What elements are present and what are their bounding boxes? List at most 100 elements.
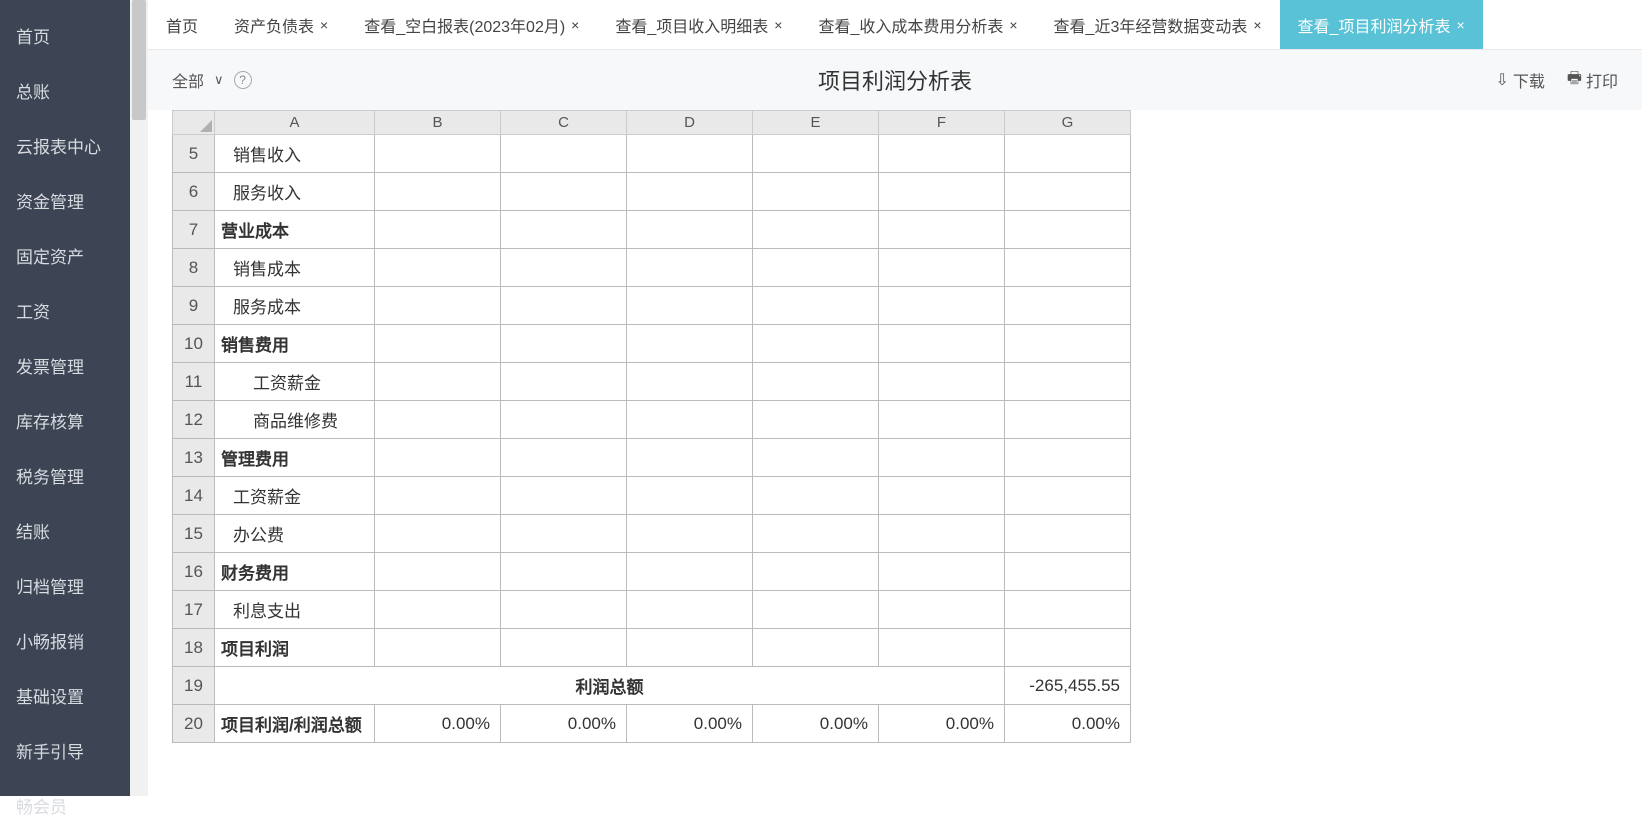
cell-B10[interactable] xyxy=(375,325,501,363)
row-header-14[interactable]: 14 xyxy=(173,477,215,515)
cell-C10[interactable] xyxy=(501,325,627,363)
cell-F17[interactable] xyxy=(879,591,1005,629)
cell-C11[interactable] xyxy=(501,363,627,401)
sidebar-item-9[interactable]: 结账 xyxy=(0,503,130,558)
col-header-E[interactable]: E xyxy=(753,111,879,135)
cell-E12[interactable] xyxy=(753,401,879,439)
row-header-17[interactable]: 17 xyxy=(173,591,215,629)
row-header-6[interactable]: 6 xyxy=(173,173,215,211)
cell-D13[interactable] xyxy=(627,439,753,477)
total-label[interactable]: 利润总额 xyxy=(215,667,1005,705)
scrollbar-thumb[interactable] xyxy=(132,0,146,120)
cell-D5[interactable] xyxy=(627,135,753,173)
row-header-18[interactable]: 18 xyxy=(173,629,215,667)
sidebar-item-11[interactable]: 小畅报销 xyxy=(0,613,130,668)
cell-B6[interactable] xyxy=(375,173,501,211)
cell-G18[interactable] xyxy=(1005,629,1131,667)
cell-D16[interactable] xyxy=(627,553,753,591)
cell-A17[interactable]: 利息支出 xyxy=(215,591,375,629)
cell-F18[interactable] xyxy=(879,629,1005,667)
cell-G15[interactable] xyxy=(1005,515,1131,553)
close-icon[interactable]: × xyxy=(1456,18,1464,32)
row-header-8[interactable]: 8 xyxy=(173,249,215,287)
cell-F5[interactable] xyxy=(879,135,1005,173)
close-icon[interactable]: × xyxy=(320,18,328,32)
cell-D18[interactable] xyxy=(627,629,753,667)
row-header-15[interactable]: 15 xyxy=(173,515,215,553)
col-header-B[interactable]: B xyxy=(375,111,501,135)
select-all-corner[interactable] xyxy=(173,111,215,135)
cell-C20[interactable]: 0.00% xyxy=(501,705,627,743)
row-header-5[interactable]: 5 xyxy=(173,135,215,173)
cell-A16[interactable]: 财务费用 xyxy=(215,553,375,591)
cell-B9[interactable] xyxy=(375,287,501,325)
cell-E14[interactable] xyxy=(753,477,879,515)
cell-D6[interactable] xyxy=(627,173,753,211)
col-header-C[interactable]: C xyxy=(501,111,627,135)
cell-C5[interactable] xyxy=(501,135,627,173)
cell-B20[interactable]: 0.00% xyxy=(375,705,501,743)
cell-B13[interactable] xyxy=(375,439,501,477)
cell-D8[interactable] xyxy=(627,249,753,287)
cell-E11[interactable] xyxy=(753,363,879,401)
cell-G5[interactable] xyxy=(1005,135,1131,173)
row-header-20[interactable]: 20 xyxy=(173,705,215,743)
cell-G6[interactable] xyxy=(1005,173,1131,211)
cell-G7[interactable] xyxy=(1005,211,1131,249)
cell-F8[interactable] xyxy=(879,249,1005,287)
cell-A18[interactable]: 项目利润 xyxy=(215,629,375,667)
sidebar-item-5[interactable]: 工资 xyxy=(0,283,130,338)
cell-A15[interactable]: 办公费 xyxy=(215,515,375,553)
cell-F6[interactable] xyxy=(879,173,1005,211)
cell-C6[interactable] xyxy=(501,173,627,211)
cell-B16[interactable] xyxy=(375,553,501,591)
cell-G11[interactable] xyxy=(1005,363,1131,401)
close-icon[interactable]: × xyxy=(1253,18,1261,32)
cell-C15[interactable] xyxy=(501,515,627,553)
cell-B18[interactable] xyxy=(375,629,501,667)
cell-G8[interactable] xyxy=(1005,249,1131,287)
spreadsheet[interactable]: ABCDEFG 5销售收入6服务收入7营业成本8销售成本9服务成本10销售费用1… xyxy=(172,110,1131,743)
cell-F13[interactable] xyxy=(879,439,1005,477)
cell-F9[interactable] xyxy=(879,287,1005,325)
sidebar-item-13[interactable]: 新手引导 xyxy=(0,723,130,778)
cell-C9[interactable] xyxy=(501,287,627,325)
cell-C13[interactable] xyxy=(501,439,627,477)
col-header-A[interactable]: A xyxy=(215,111,375,135)
cell-C14[interactable] xyxy=(501,477,627,515)
cell-C17[interactable] xyxy=(501,591,627,629)
row-header-9[interactable]: 9 xyxy=(173,287,215,325)
sidebar-item-4[interactable]: 固定资产 xyxy=(0,228,130,283)
cell-B17[interactable] xyxy=(375,591,501,629)
cell-C7[interactable] xyxy=(501,211,627,249)
cell-A14[interactable]: 工资薪金 xyxy=(215,477,375,515)
cell-B12[interactable] xyxy=(375,401,501,439)
cell-G9[interactable] xyxy=(1005,287,1131,325)
cell-B15[interactable] xyxy=(375,515,501,553)
cell-G14[interactable] xyxy=(1005,477,1131,515)
tab-5[interactable]: 查看_近3年经营数据变动表× xyxy=(1036,0,1280,49)
cell-F7[interactable] xyxy=(879,211,1005,249)
cell-D11[interactable] xyxy=(627,363,753,401)
cell-F16[interactable] xyxy=(879,553,1005,591)
download-button[interactable]: ⇩ 下载 xyxy=(1495,68,1544,92)
cell-F14[interactable] xyxy=(879,477,1005,515)
total-value[interactable]: -265,455.55 xyxy=(1005,667,1131,705)
cell-F20[interactable]: 0.00% xyxy=(879,705,1005,743)
cell-F12[interactable] xyxy=(879,401,1005,439)
cell-A10[interactable]: 销售费用 xyxy=(215,325,375,363)
cell-E5[interactable] xyxy=(753,135,879,173)
cell-C12[interactable] xyxy=(501,401,627,439)
cell-E9[interactable] xyxy=(753,287,879,325)
cell-B7[interactable] xyxy=(375,211,501,249)
tab-1[interactable]: 资产负债表× xyxy=(216,0,346,49)
cell-C18[interactable] xyxy=(501,629,627,667)
row-header-13[interactable]: 13 xyxy=(173,439,215,477)
row-header-7[interactable]: 7 xyxy=(173,211,215,249)
sidebar-item-10[interactable]: 归档管理 xyxy=(0,558,130,613)
cell-A20[interactable]: 项目利润/利润总额 xyxy=(215,705,375,743)
cell-E16[interactable] xyxy=(753,553,879,591)
cell-E15[interactable] xyxy=(753,515,879,553)
cell-B8[interactable] xyxy=(375,249,501,287)
cell-G10[interactable] xyxy=(1005,325,1131,363)
